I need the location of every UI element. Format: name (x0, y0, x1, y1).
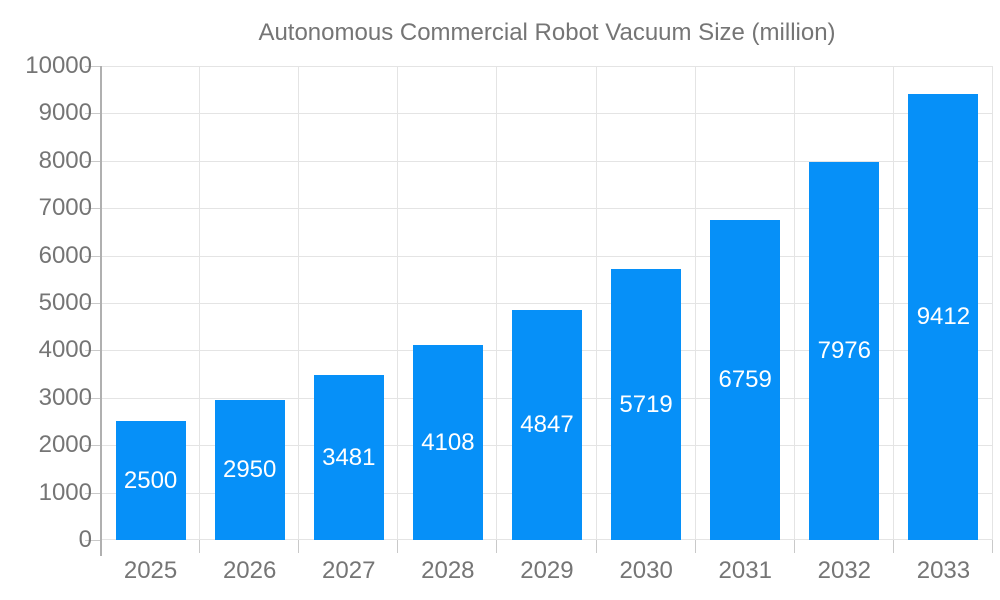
x-tick-mark (596, 540, 597, 553)
gridline-horizontal (101, 208, 993, 209)
legend-item[interactable]: Autonomous Commercial Robot Vacuum Size … (0, 18, 1000, 48)
gridline-vertical (397, 66, 398, 540)
y-tick-label: 3000 (38, 383, 92, 411)
bar-value-label: 6759 (718, 366, 772, 393)
gridline-vertical (199, 66, 200, 540)
legend-label: Autonomous Commercial Robot Vacuum Size … (258, 19, 836, 46)
legend-swatch (164, 22, 244, 45)
x-tick-label: 2032 (817, 557, 872, 584)
bar-2027[interactable]: 3481 (313, 375, 384, 540)
gridline-vertical (596, 66, 597, 540)
y-tick-label: 7000 (38, 194, 92, 222)
bar-value-label: 2950 (222, 456, 277, 483)
gridline-horizontal (101, 113, 993, 114)
gridline-vertical (794, 66, 795, 540)
bar-2026[interactable]: 2950 (214, 400, 285, 540)
y-tick-label: 4000 (38, 336, 92, 364)
y-tick-label: 1000 (38, 478, 92, 506)
bar-value-label: 4847 (520, 411, 574, 438)
bar-value-label: 5719 (619, 390, 673, 418)
gridline-vertical (992, 66, 993, 540)
x-tick-mark (695, 540, 696, 553)
x-tick-mark (496, 540, 497, 553)
bar-2033[interactable]: 9412 (908, 94, 979, 540)
y-tick-label: 0 (78, 526, 92, 553)
y-tick-label: 8000 (38, 146, 92, 174)
bar-2030[interactable]: 5719 (611, 269, 682, 540)
x-tick-label: 2026 (222, 557, 277, 584)
y-tick-label: 5000 (38, 289, 92, 316)
plot-area: 2500 2950 3481 4108 4847 5719 6759 7976 9412 (101, 66, 993, 540)
x-tick-label: 2029 (520, 557, 574, 584)
gridline-vertical (298, 66, 299, 540)
bar-2029[interactable]: 4847 (512, 310, 582, 540)
y-tick-label: 9000 (38, 99, 92, 127)
y-tick-label: 2000 (38, 431, 92, 459)
x-tick-label: 2030 (619, 557, 673, 584)
y-tick-label: 6000 (38, 241, 92, 269)
y-tick-mark (85, 398, 101, 399)
bar-value-label: 9412 (916, 303, 971, 330)
y-tick-mark (85, 350, 101, 351)
gridline-horizontal (101, 66, 993, 67)
gridline-vertical (893, 66, 894, 540)
bar-value-label: 4108 (421, 428, 475, 456)
y-tick-mark (85, 113, 101, 114)
y-tick-mark (85, 208, 101, 209)
x-tick-mark (992, 540, 993, 553)
y-tick-mark (85, 540, 101, 541)
bar-2032[interactable]: 7976 (809, 162, 880, 540)
x-tick-label: 2025 (123, 557, 178, 584)
x-tick-label: 2027 (322, 557, 376, 584)
x-tick-mark (298, 540, 299, 553)
y-axis-line (100, 66, 102, 556)
y-tick-mark (85, 445, 101, 446)
x-tick-label: 2033 (916, 557, 971, 584)
x-tick-mark (397, 540, 398, 553)
x-tick-mark (199, 540, 200, 553)
x-tick-label: 2028 (421, 557, 475, 584)
bar-2031[interactable]: 6759 (710, 220, 781, 540)
y-tick-mark (85, 66, 101, 67)
gridline-horizontal (101, 161, 993, 162)
gridline-vertical (496, 66, 497, 540)
x-tick-mark (893, 540, 894, 553)
x-tick-mark (794, 540, 795, 553)
y-tick-mark (85, 303, 101, 304)
y-tick-label: 10000 (25, 52, 92, 79)
gridline-horizontal (101, 303, 993, 304)
bar-value-label: 3481 (322, 443, 376, 471)
x-tick-label: 2031 (718, 557, 772, 584)
bar-2028[interactable]: 4108 (412, 345, 483, 540)
gridline-horizontal (101, 256, 993, 257)
y-tick-mark (85, 161, 101, 162)
y-tick-mark (85, 493, 101, 494)
bar-2025[interactable]: 2500 (115, 421, 186, 540)
bar-value-label: 2500 (123, 466, 178, 494)
bar-value-label: 7976 (817, 337, 871, 364)
y-tick-mark (85, 256, 101, 257)
gridline-vertical (695, 66, 696, 540)
